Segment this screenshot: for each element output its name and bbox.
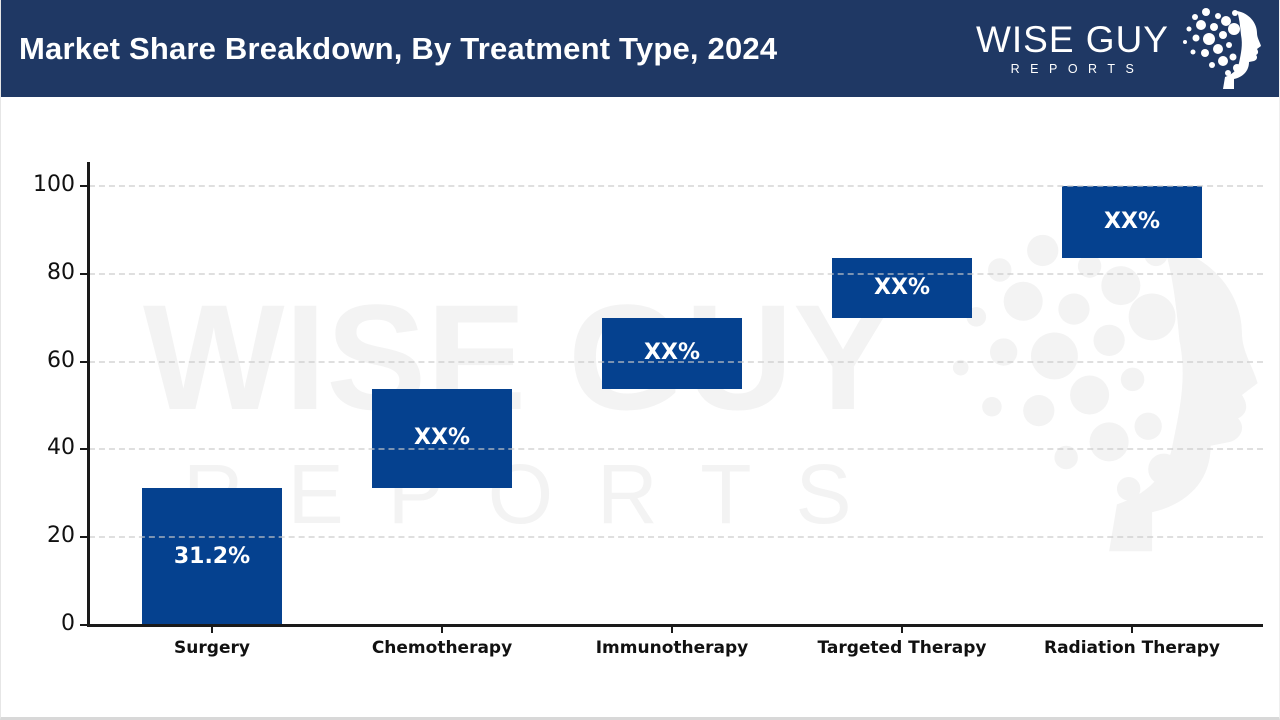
logo-face-icon (1183, 7, 1261, 89)
x-tick-label-targeted-therapy: Targeted Therapy (817, 638, 987, 658)
y-tick-label: 0 (61, 611, 75, 636)
bar-targeted-therapy (832, 257, 972, 318)
y-tick-mark (80, 536, 89, 539)
bar-value-label: XX% (414, 425, 470, 451)
bar-chemotherapy (372, 388, 512, 489)
y-tick-mark (80, 624, 89, 626)
x-tick-label-chemotherapy: Chemotherapy (371, 638, 513, 658)
watermark: WISE GUY REPORTS (143, 282, 896, 543)
watermark-wordmark: WISE GUY (143, 273, 894, 441)
bar-value-label: 31.2% (173, 543, 251, 569)
gridline (89, 360, 1263, 363)
y-tick-mark (80, 272, 89, 275)
bar-value-label: XX% (874, 274, 930, 300)
y-tick-mark (80, 185, 89, 187)
x-tick-mark (671, 626, 673, 633)
x-tick-mark (901, 626, 903, 633)
y-tick-mark (80, 360, 89, 363)
bar-surgery (142, 488, 282, 625)
gridline (89, 272, 1263, 275)
y-axis-line (87, 162, 90, 627)
logo-text: WISE GUY REPORTS (976, 21, 1169, 76)
gridline (89, 185, 1263, 187)
x-tick-mark (1131, 626, 1133, 633)
y-tick-label: 100 (33, 172, 75, 197)
bar-value-label: XX% (644, 340, 700, 366)
logo: WISE GUY REPORTS (976, 5, 1267, 93)
y-tick-label: 80 (47, 259, 75, 285)
gridline (89, 536, 1263, 539)
bar-value-label: XX% (1104, 208, 1160, 234)
header: Market Share Breakdown, By Treatment Typ… (1, 0, 1279, 97)
x-tick-label-surgery: Surgery (174, 638, 250, 658)
chart-title: Market Share Breakdown, By Treatment Typ… (19, 30, 778, 66)
logo-subtext: REPORTS (1010, 62, 1145, 76)
y-tick-mark (80, 448, 89, 451)
bar-immunotherapy (602, 317, 742, 389)
x-tick-label-radiation-therapy: Radiation Therapy (1043, 638, 1221, 658)
x-axis-line (87, 624, 1263, 627)
y-tick-label: 60 (47, 347, 75, 373)
watermark-face-dots-icon (952, 234, 1258, 552)
bar-radiation-therapy (1062, 186, 1202, 258)
x-tick-label-immunotherapy: Immunotherapy (595, 638, 749, 658)
watermark-subtext: REPORTS (183, 447, 896, 541)
gridline (89, 448, 1263, 451)
x-tick-mark (211, 626, 213, 633)
y-tick-label: 20 (47, 523, 75, 549)
x-tick-mark (441, 626, 443, 633)
logo-wordmark: WISE GUY (975, 19, 1169, 60)
y-tick-label: 40 (47, 435, 75, 461)
